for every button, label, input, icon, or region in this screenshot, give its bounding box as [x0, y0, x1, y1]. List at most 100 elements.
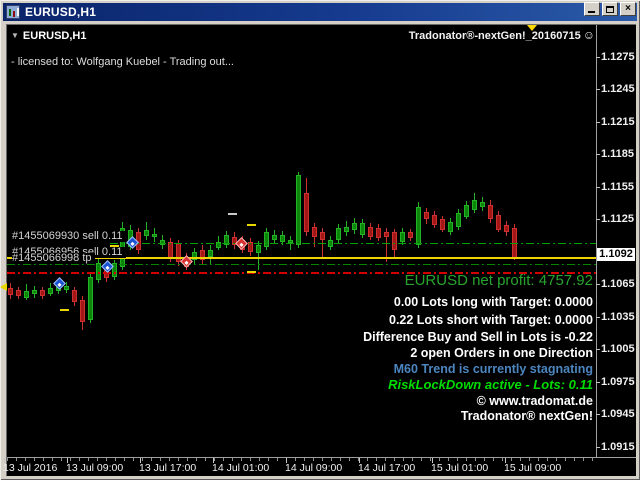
candle-body	[408, 232, 413, 238]
time-axis-label[interactable]: 15 Jul 01:00	[431, 462, 489, 474]
candle-body	[360, 223, 365, 235]
price-axis-tick	[596, 89, 600, 90]
order-label: #1455066998 tp	[12, 253, 95, 264]
price-axis-tick	[596, 57, 600, 58]
candle-body	[280, 235, 285, 242]
overlay-line: EURUSD net profit: 4757.92	[404, 272, 593, 289]
time-axis-ticks	[7, 458, 596, 461]
candle-body	[200, 250, 205, 260]
candle-body	[304, 193, 309, 232]
candle-body	[320, 232, 325, 240]
price-axis-tick	[596, 219, 600, 220]
price-axis-tick	[596, 349, 600, 350]
candle-body	[64, 286, 69, 290]
candle-body	[504, 225, 509, 232]
candle-body	[160, 240, 165, 245]
candle-body	[472, 200, 477, 210]
candle-wick	[386, 228, 387, 262]
time-axis-label[interactable]: 15 Jul 09:00	[504, 462, 562, 474]
time-axis-label[interactable]: 14 Jul 09:00	[285, 462, 343, 474]
order-label: #1455069930 sell 0.11	[12, 231, 126, 242]
time-axis-tick	[140, 458, 141, 463]
price-axis-label[interactable]: 1.1005	[601, 343, 635, 355]
price-axis-label[interactable]: 1.1125	[601, 213, 635, 225]
price-level-line	[7, 264, 596, 265]
time-axis-label[interactable]: 13 Jul 09:00	[66, 462, 124, 474]
title-bar[interactable]: EURUSD,H1	[3, 3, 637, 21]
close-button[interactable]: ×	[620, 2, 636, 16]
candle-body	[8, 288, 13, 295]
tick-dash-marker	[247, 271, 256, 273]
price-axis-tick	[596, 187, 600, 188]
price-level-line	[7, 272, 596, 274]
price-axis-label[interactable]: 1.1275	[601, 51, 635, 63]
time-axis-label[interactable]: 13 Jul 17:00	[139, 462, 197, 474]
candle-body	[32, 290, 37, 294]
current-price-box: 1.1092	[597, 248, 635, 261]
candle-body	[80, 300, 85, 322]
time-axis-tick	[213, 458, 214, 463]
candle-body	[16, 290, 21, 296]
close-icon: ×	[625, 3, 631, 14]
overlay-line: 2 open Orders in one Direction	[410, 346, 593, 360]
candle-body	[48, 288, 53, 294]
marker-arrow-icon	[57, 282, 62, 288]
time-axis-label[interactable]: 14 Jul 17:00	[358, 462, 416, 474]
price-axis-tick	[596, 447, 600, 448]
time-axis-separator	[7, 457, 636, 458]
candle-body	[208, 250, 213, 257]
candle-body	[336, 228, 341, 240]
time-axis-label[interactable]: 14 Jul 01:00	[212, 462, 270, 474]
minimize-button[interactable]	[584, 2, 600, 16]
candle-body	[456, 213, 461, 227]
candle-body	[176, 243, 181, 262]
candle-body	[296, 175, 301, 245]
price-level-line	[7, 257, 596, 259]
candle-body	[312, 227, 317, 237]
candle-body	[416, 207, 421, 245]
price-axis-label[interactable]: 1.1065	[601, 278, 635, 290]
candle-body	[384, 232, 389, 237]
price-axis-label[interactable]: 1.1185	[601, 148, 635, 160]
price-axis-label[interactable]: 1.1155	[601, 181, 635, 193]
price-axis-label[interactable]: 1.1245	[601, 83, 635, 95]
time-axis-tick	[4, 458, 5, 463]
overlay-line: 0.00 Lots long with Target: 0.0000	[393, 295, 593, 309]
overlay-line: © www.tradomat.de	[476, 394, 593, 408]
candle-body	[440, 219, 445, 230]
price-axis-label[interactable]: 1.0915	[601, 441, 635, 453]
overlay-line: 0.22 Lots short with Target: 0.0000	[389, 313, 593, 327]
candle-body	[368, 227, 373, 237]
time-axis-label[interactable]: 13 Jul 2016	[3, 462, 58, 474]
candle-body	[192, 252, 197, 260]
candle-body	[224, 235, 229, 245]
candle-body	[400, 232, 405, 242]
price-axis-label[interactable]: 1.0975	[601, 376, 635, 388]
tick-dash-marker	[228, 213, 237, 215]
candle-body	[392, 232, 397, 250]
candle-wick	[322, 228, 323, 257]
candle-body	[288, 240, 293, 243]
candle-wick	[258, 241, 259, 270]
candle-body	[448, 222, 453, 232]
maximize-icon	[606, 6, 614, 13]
maximize-button[interactable]	[602, 2, 618, 16]
overlay-line: Difference Buy and Sell in Lots is -0.22	[363, 330, 593, 344]
price-axis-label[interactable]: 1.0945	[601, 408, 635, 420]
price-axis-label[interactable]: 1.1035	[601, 311, 635, 323]
marker-arrow-icon	[239, 242, 244, 248]
price-axis-label[interactable]: 1.1215	[601, 116, 635, 128]
overlay-line: RiskLockDown active - Lots: 0.11	[388, 377, 593, 392]
candle-body	[216, 242, 221, 248]
candle-body	[344, 227, 349, 232]
candle-body	[168, 242, 173, 258]
candle-body	[424, 212, 429, 219]
window-buttons: ×	[582, 2, 636, 16]
marker-arrow-icon	[184, 260, 189, 266]
price-axis-tick	[596, 382, 600, 383]
candle-body	[496, 215, 501, 230]
price-axis-tick	[596, 154, 600, 155]
tick-dash-marker	[60, 309, 69, 311]
